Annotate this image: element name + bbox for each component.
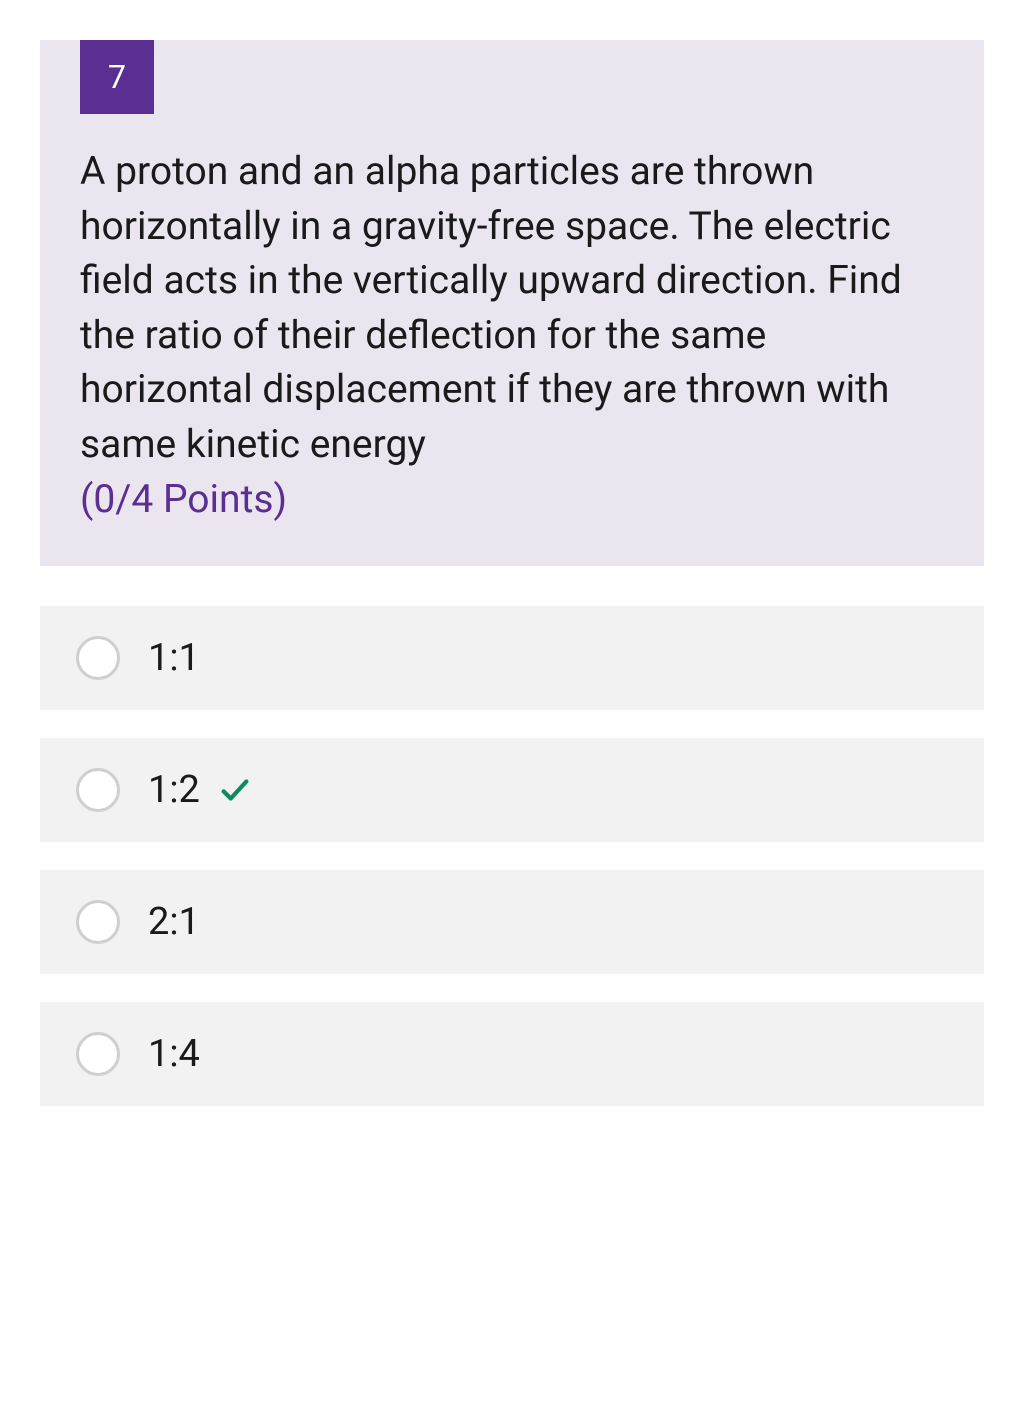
- question-text: A proton and an alpha particles are thro…: [80, 144, 944, 526]
- check-icon: [218, 773, 252, 807]
- option-3[interactable]: 1:4: [40, 1002, 984, 1106]
- option-label: 1:2: [148, 768, 252, 812]
- option-text: 1:2: [148, 768, 200, 812]
- option-label: 1:1: [148, 636, 200, 680]
- radio-icon[interactable]: [76, 636, 120, 680]
- radio-icon[interactable]: [76, 768, 120, 812]
- option-text: 1:1: [148, 636, 200, 680]
- question-number-badge: 7: [80, 40, 154, 114]
- option-text: 2:1: [148, 900, 200, 944]
- question-body: A proton and an alpha particles are thro…: [80, 148, 902, 467]
- option-text: 1:4: [148, 1032, 200, 1076]
- options-list: 1:1 1:2 2:1 1:4: [40, 606, 984, 1106]
- option-label: 2:1: [148, 900, 200, 944]
- option-label: 1:4: [148, 1032, 200, 1076]
- option-1[interactable]: 1:2: [40, 738, 984, 842]
- option-0[interactable]: 1:1: [40, 606, 984, 710]
- radio-icon[interactable]: [76, 1032, 120, 1076]
- radio-icon[interactable]: [76, 900, 120, 944]
- question-card: 7 A proton and an alpha particles are th…: [40, 40, 984, 566]
- points-label: (0/4 Points): [80, 476, 287, 522]
- option-2[interactable]: 2:1: [40, 870, 984, 974]
